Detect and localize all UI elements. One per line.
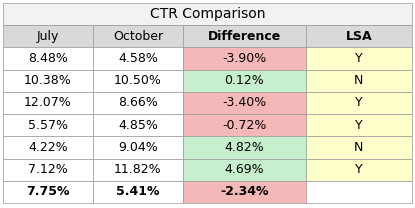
Bar [3,114,93,136]
Text: N: N [354,141,364,154]
Text: -2.34%: -2.34% [220,185,269,198]
Bar [3,158,93,181]
Text: Difference: Difference [208,30,281,43]
Bar [93,181,183,203]
Text: July: July [37,30,59,43]
Text: 10.50%: 10.50% [114,74,162,87]
Bar [306,114,412,136]
Bar [306,92,412,114]
Bar [3,3,412,25]
Bar [183,181,306,203]
Bar [93,136,183,158]
Text: 12.07%: 12.07% [24,97,72,109]
Bar [93,158,183,181]
Text: N: N [354,74,364,87]
Text: -3.90%: -3.90% [222,52,266,65]
Text: 9.04%: 9.04% [118,141,158,154]
Bar [183,136,306,158]
Text: -0.72%: -0.72% [222,119,266,132]
Bar [306,158,412,181]
Text: 4.82%: 4.82% [225,141,264,154]
Text: 11.82%: 11.82% [114,163,162,176]
Text: 10.38%: 10.38% [24,74,72,87]
Bar [3,181,93,203]
Text: 8.66%: 8.66% [118,97,158,109]
Text: Y: Y [355,97,363,109]
Bar [183,114,306,136]
Text: 5.41%: 5.41% [116,185,160,198]
Bar [93,114,183,136]
Text: Y: Y [355,119,363,132]
Bar [3,92,93,114]
Text: Y: Y [355,163,363,176]
Text: 4.85%: 4.85% [118,119,158,132]
Bar [93,92,183,114]
Bar [93,70,183,92]
Bar [93,25,183,47]
Text: LSA: LSA [346,30,372,43]
Text: 4.58%: 4.58% [118,52,158,65]
Bar [306,181,412,203]
Bar [306,25,412,47]
Text: 5.57%: 5.57% [28,119,68,132]
Bar [3,25,93,47]
Text: 7.75%: 7.75% [26,185,70,198]
Bar [3,136,93,158]
Bar [183,92,306,114]
Text: 4.22%: 4.22% [28,141,68,154]
Bar [183,158,306,181]
Bar [3,47,93,70]
Text: Y: Y [355,52,363,65]
Text: 8.48%: 8.48% [28,52,68,65]
Text: 4.69%: 4.69% [225,163,264,176]
Text: -3.40%: -3.40% [222,97,266,109]
Bar [3,70,93,92]
Text: CTR Comparison: CTR Comparison [150,7,265,21]
Bar [183,25,306,47]
Bar [306,47,412,70]
Bar [183,70,306,92]
Text: 0.12%: 0.12% [225,74,264,87]
Bar [306,136,412,158]
Bar [93,47,183,70]
Bar [306,70,412,92]
Text: 7.12%: 7.12% [28,163,68,176]
Bar [183,47,306,70]
Text: October: October [113,30,163,43]
